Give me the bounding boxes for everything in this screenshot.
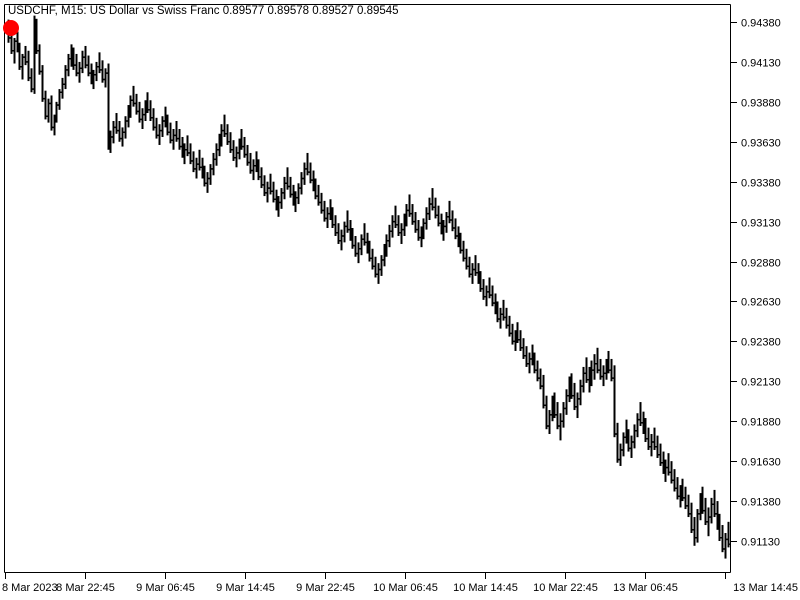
chart-title: USDCHF, M15: US Dollar vs Swiss Franc 0.…: [8, 5, 399, 17]
price-tick-label: 0.91130: [741, 537, 780, 549]
ohlc-bars: [6, 15, 731, 559]
time-tick-label: 9 Mar 14:45: [216, 582, 275, 594]
price-axis[interactable]: 0.94380 0.94130 0.93880 0.93630 0.93380 0.931…: [731, 18, 781, 549]
time-tick-label: 8 Mar 2023: [2, 582, 58, 594]
price-tick-label: 0.93380: [741, 178, 781, 190]
time-tick-label: 9 Mar 06:45: [136, 582, 195, 594]
time-tick-label: 9 Mar 22:45: [296, 582, 355, 594]
price-tick-label: 0.93630: [741, 138, 781, 150]
time-tick-label: 13 Mar 14:45: [733, 582, 798, 594]
price-tick-label: 0.91630: [741, 457, 781, 469]
time-tick-label: 10 Mar 14:45: [453, 582, 518, 594]
price-tick-label: 0.94130: [741, 58, 781, 70]
chart-frame: [4, 4, 731, 573]
price-tick-label: 0.92380: [741, 337, 781, 349]
price-tick-label: 0.92880: [741, 258, 781, 270]
time-tick-label: 10 Mar 22:45: [533, 582, 598, 594]
red-dot-marker[interactable]: [3, 20, 19, 36]
time-tick-label: 13 Mar 06:45: [613, 582, 678, 594]
price-tick-label: 0.93130: [741, 218, 781, 230]
time-tick-label: 8 Mar 22:45: [56, 582, 115, 594]
price-tick-label: 0.92630: [741, 297, 781, 309]
price-tick-label: 0.92130: [741, 377, 781, 389]
price-tick-label: 0.91380: [741, 497, 781, 509]
time-tick-label: 10 Mar 06:45: [373, 582, 438, 594]
price-tick-label: 0.93880: [741, 98, 781, 110]
price-tick-label: 0.91880: [741, 417, 781, 429]
price-tick-label: 0.94380: [741, 18, 781, 30]
